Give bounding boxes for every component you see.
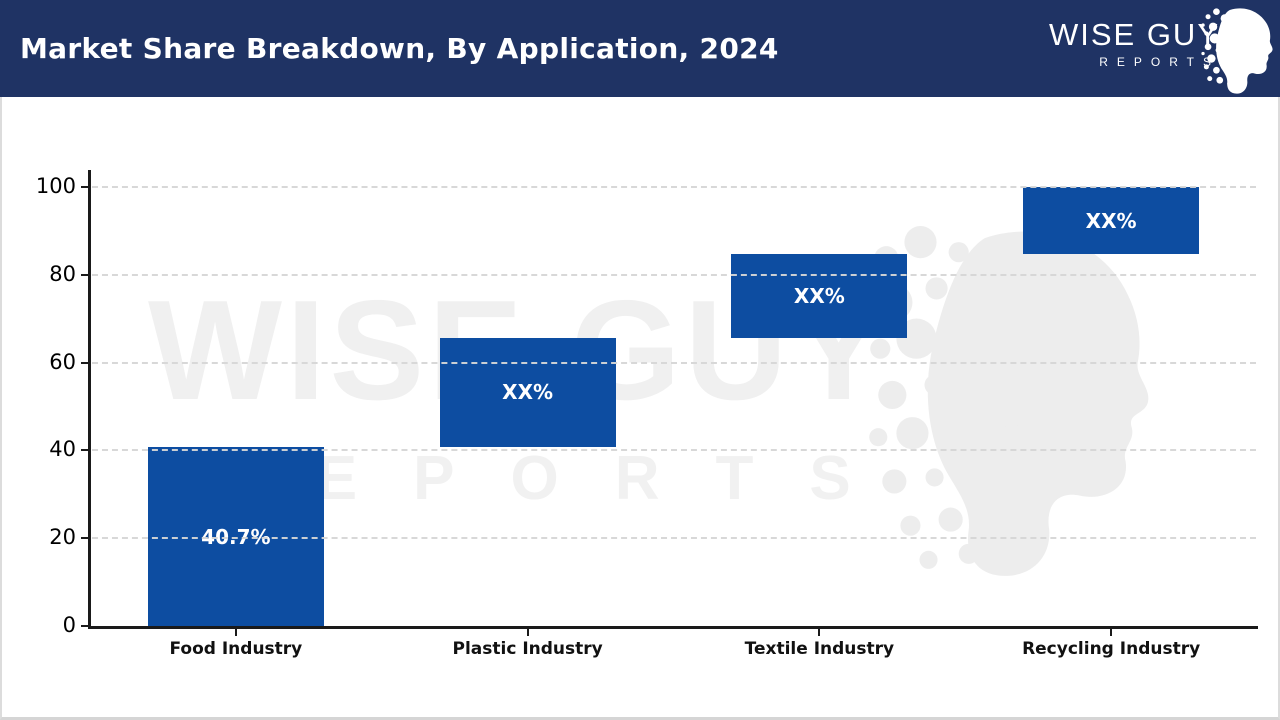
y-tick-mark [81, 449, 89, 452]
y-tick-mark [81, 625, 89, 627]
bar-food-industry: 40.7% [147, 447, 324, 626]
y-tick-label: 80 [49, 261, 76, 286]
x-tick-mark [234, 629, 237, 636]
y-tick-label: 20 [49, 525, 76, 550]
brand-text: WISE GUY REPORTS [1048, 17, 1220, 70]
gridline-80 [92, 273, 1256, 276]
bar-textile-industry: XX% [731, 254, 908, 338]
bar-value-label: XX% [793, 283, 845, 308]
bar-plastic-industry: XX% [439, 337, 616, 448]
bar-value-label: 40.7% [201, 524, 271, 549]
x-category-label: Plastic Industry [452, 639, 603, 659]
x-category-label: Textile Industry [744, 639, 895, 659]
x-category-label: Recycling Industry [1022, 639, 1201, 659]
y-tick-label: 100 [35, 174, 76, 198]
x-tick-mark [1110, 629, 1113, 636]
y-tick-label: 40 [49, 437, 76, 462]
brand-subtitle: REPORTS [1099, 55, 1220, 70]
dotted-head-profile-icon [1201, 8, 1273, 94]
brand-name: WISE GUY [1048, 17, 1220, 52]
gridline-100 [92, 186, 1256, 188]
bar-value-label: XX% [502, 380, 554, 405]
gridline-60 [92, 361, 1256, 364]
bar-recycling-industry: XX% [1023, 187, 1200, 255]
y-axis-line [88, 170, 91, 628]
x-axis-line [88, 626, 1258, 629]
y-tick-mark [81, 537, 89, 540]
y-tick-mark [81, 361, 89, 364]
y-tick-mark [81, 186, 89, 188]
x-category-label: Food Industry [169, 639, 303, 659]
x-tick-mark [818, 629, 821, 636]
x-tick-mark [526, 629, 529, 636]
y-tick-label: 0 [62, 613, 76, 637]
gridline-20 [92, 537, 1256, 540]
header-bar: Market Share Breakdown, By Application, … [0, 0, 1280, 97]
bar-value-label: XX% [1085, 208, 1137, 233]
gridline-40 [92, 449, 1256, 452]
brand-logo: WISE GUY REPORTS [1030, 0, 1280, 97]
y-tick-mark [81, 273, 89, 276]
y-tick-label: 60 [49, 349, 76, 374]
page-title: Market Share Breakdown, By Application, … [20, 32, 779, 65]
